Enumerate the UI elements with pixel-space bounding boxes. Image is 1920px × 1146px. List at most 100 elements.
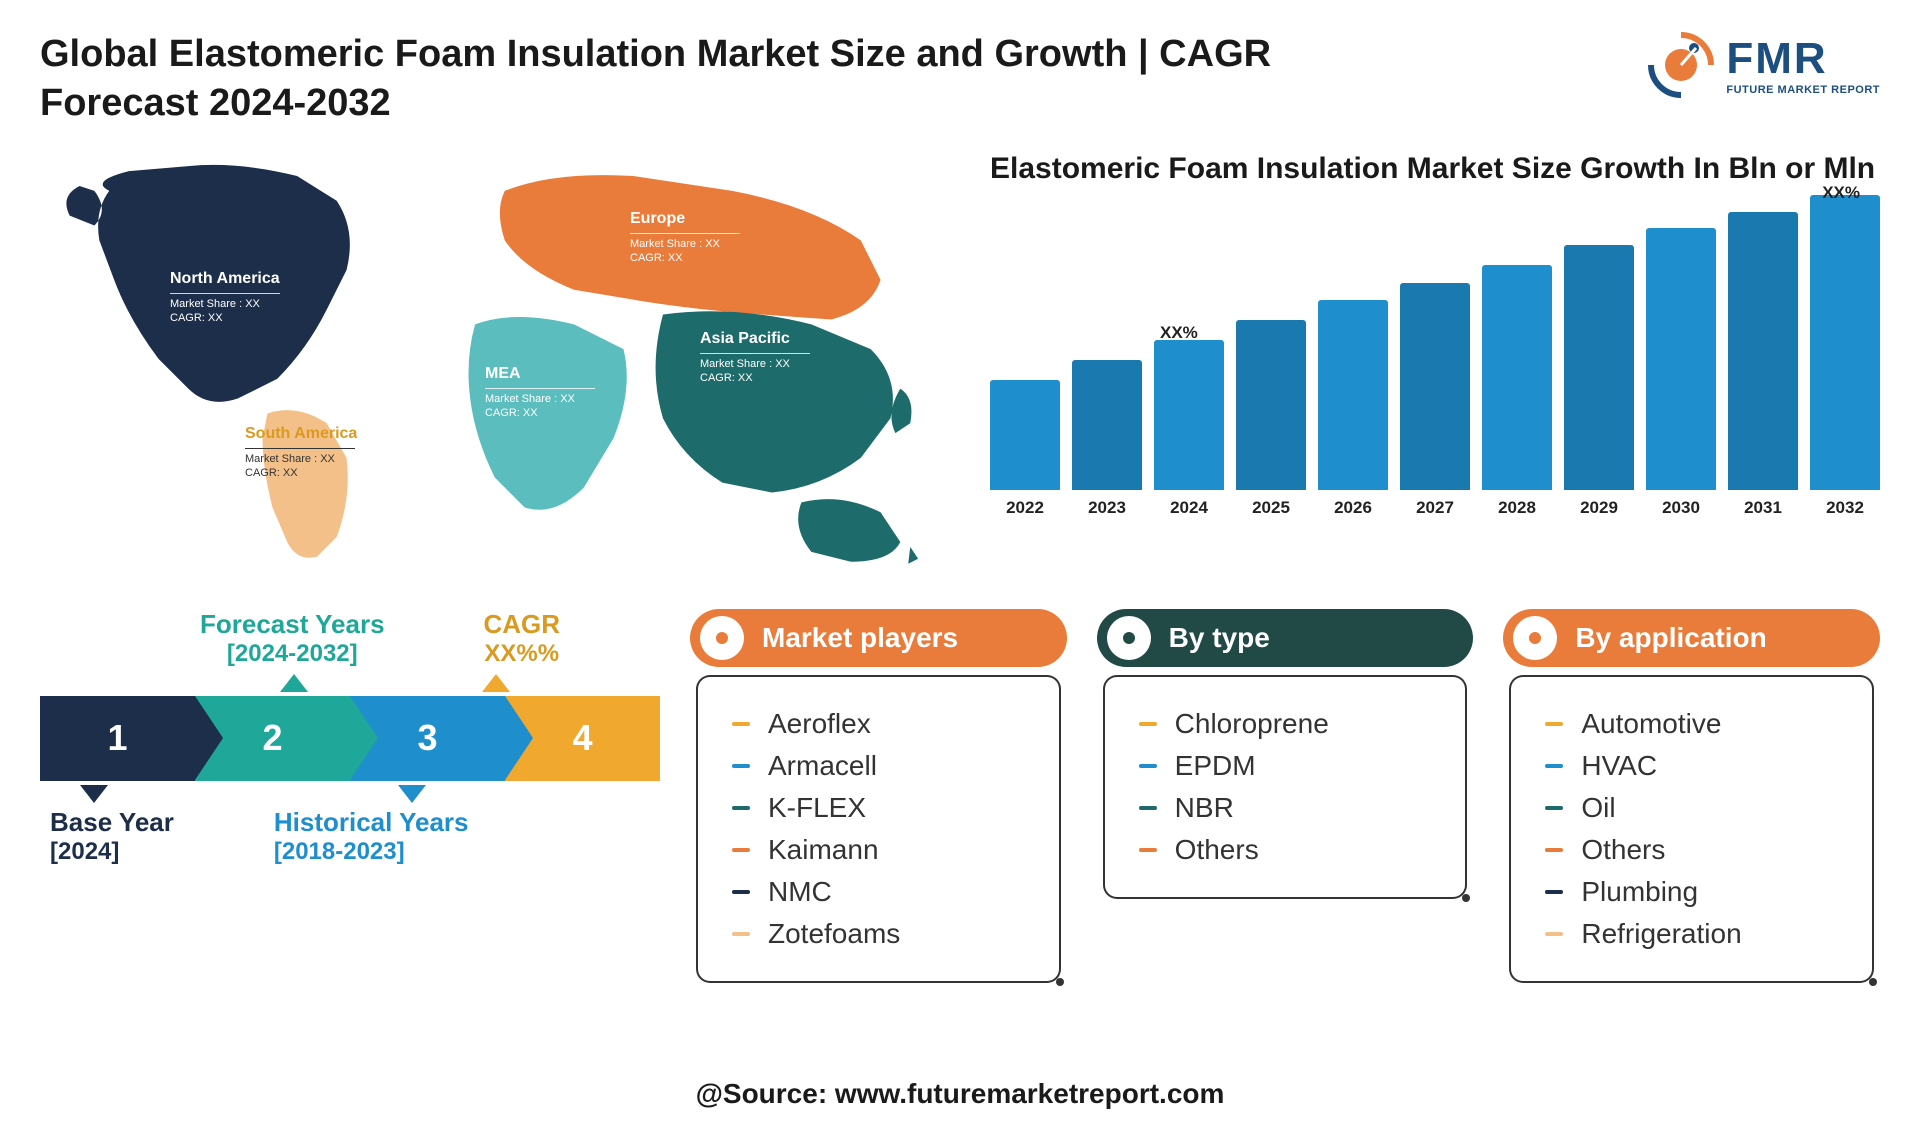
- cat-tick-icon: [1545, 806, 1563, 810]
- cat-tick-icon: [732, 848, 750, 852]
- cat-title-3: By application: [1575, 622, 1766, 654]
- bar: [1810, 195, 1880, 490]
- cat-item-label: Automotive: [1581, 708, 1721, 740]
- bar: [1072, 360, 1142, 490]
- forecast-label: Forecast Years: [200, 609, 385, 640]
- logo-icon: [1646, 30, 1716, 100]
- bar-col: 2030: [1646, 228, 1716, 518]
- bar: [1400, 283, 1470, 490]
- cat-item: Zotefoams: [732, 913, 1039, 955]
- category-market-players: Market players AeroflexArmacellK-FLEXKai…: [690, 609, 1067, 983]
- cat-item: K-FLEX: [732, 787, 1039, 829]
- logo-fmr-text: FMR: [1726, 34, 1880, 84]
- bar-col: 2025: [1236, 320, 1306, 518]
- base-years: [2024]: [50, 838, 174, 866]
- cat-tick-icon: [732, 722, 750, 726]
- hist-label: Historical Years: [274, 807, 469, 838]
- bar: [990, 380, 1060, 490]
- cat-tick-icon: [1139, 722, 1157, 726]
- category-by-type: By type Chloroprene EPDM NBR Others: [1097, 609, 1474, 983]
- sa-share: Market Share : XX: [245, 452, 357, 466]
- bar-year-label: 2023: [1088, 498, 1126, 518]
- source-text: @Source: www.futuremarketreport.com: [696, 1078, 1225, 1110]
- eu-name: Europe: [630, 209, 740, 230]
- na-cagr: CAGR: XX: [170, 311, 280, 325]
- cat-item: HVAC: [1545, 745, 1852, 787]
- cat-title-2: By type: [1169, 622, 1270, 654]
- timeline-bar: 1 2 3 4: [40, 696, 660, 781]
- arrow-up-cagr: [482, 674, 510, 692]
- bar-col: 2022: [990, 380, 1060, 518]
- fmr-logo: FMR FUTURE MARKET REPORT: [1646, 30, 1880, 100]
- mea-name: MEA: [485, 364, 595, 385]
- header: Global Elastomeric Foam Insulation Marke…: [40, 30, 1880, 129]
- cat-item: Plumbing: [1545, 871, 1852, 913]
- cat-item: Chloroprene: [1139, 703, 1446, 745]
- cat-item-label: Oil: [1581, 792, 1615, 824]
- cat-tick-icon: [1545, 722, 1563, 726]
- cat-item-label: EPDM: [1175, 750, 1256, 782]
- cat-tick-icon: [1545, 764, 1563, 768]
- logo-sub-text: FUTURE MARKET REPORT: [1726, 84, 1880, 96]
- bar-year-label: 2025: [1252, 498, 1290, 518]
- cat-item: Aeroflex: [732, 703, 1039, 745]
- cat-item: EPDM: [1139, 745, 1446, 787]
- base-label: Base Year: [50, 807, 174, 838]
- cat-tick-icon: [732, 764, 750, 768]
- bar: [1564, 245, 1634, 490]
- hist-years: [2018-2023]: [274, 838, 469, 866]
- arrow-up-forecast: [280, 674, 308, 692]
- cat-item-label: Plumbing: [1581, 876, 1698, 908]
- bar: [1318, 300, 1388, 490]
- cat-tick-icon: [1139, 848, 1157, 852]
- cat-item-label: Zotefoams: [768, 918, 900, 950]
- bar-year-label: 2022: [1006, 498, 1044, 518]
- bar-year-label: 2024: [1170, 498, 1208, 518]
- cat-tick-icon: [1139, 806, 1157, 810]
- cat-item: Refrigeration: [1545, 913, 1852, 955]
- tl-seg-1: 1: [40, 696, 195, 781]
- cat-item-label: K-FLEX: [768, 792, 866, 824]
- category-by-application: By application Automotive HVAC Oil Others Pl…: [1503, 609, 1880, 983]
- bar: [1482, 265, 1552, 490]
- chart-title: Elastomeric Foam Insulation Market Size …: [990, 149, 1880, 188]
- chart-anno-2024: XX%: [1160, 323, 1198, 343]
- cat-tick-icon: [732, 806, 750, 810]
- cagr-value: XX%%: [483, 640, 560, 668]
- bar-year-label: 2032: [1826, 498, 1864, 518]
- cat-tick-icon: [1545, 890, 1563, 894]
- cat-tick-icon: [732, 932, 750, 936]
- bar: [1154, 340, 1224, 490]
- page-title: Global Elastomeric Foam Insulation Marke…: [40, 30, 1340, 129]
- forecast-years: [2024-2032]: [200, 640, 385, 668]
- cat-item-label: Refrigeration: [1581, 918, 1741, 950]
- eu-cagr: CAGR: XX: [630, 251, 740, 265]
- cat-item-label: Kaimann: [768, 834, 879, 866]
- cat-item: Automotive: [1545, 703, 1852, 745]
- cat-item-label: Others: [1581, 834, 1665, 866]
- eu-share: Market Share : XX: [630, 237, 740, 251]
- cat-item-label: Chloroprene: [1175, 708, 1329, 740]
- bar-col: 2024: [1154, 340, 1224, 518]
- cat-list-2: Chloroprene EPDM NBR Others: [1103, 693, 1468, 881]
- na-name: North America: [170, 269, 280, 290]
- apac-share: Market Share : XX: [700, 357, 810, 371]
- bar-year-label: 2030: [1662, 498, 1700, 518]
- timeline: Forecast Years [2024-2032] CAGR XX%% 1 2…: [40, 609, 660, 983]
- cat-item-label: NBR: [1175, 792, 1234, 824]
- bar-col: 2026: [1318, 300, 1388, 518]
- bar-col: 2029: [1564, 245, 1634, 518]
- bar-year-label: 2028: [1498, 498, 1536, 518]
- sa-cagr: CAGR: XX: [245, 466, 357, 480]
- cat-tick-icon: [732, 890, 750, 894]
- cagr-label: CAGR: [483, 609, 560, 640]
- cat-item-label: Others: [1175, 834, 1259, 866]
- region-nz: [908, 547, 918, 564]
- chart-anno-2032: XX%: [1822, 183, 1860, 203]
- bar-chart: Elastomeric Foam Insulation Market Size …: [970, 149, 1880, 569]
- bar-col: 2032: [1810, 195, 1880, 518]
- bar: [1236, 320, 1306, 490]
- bar: [1646, 228, 1716, 490]
- cat-item-label: HVAC: [1581, 750, 1657, 782]
- cat-item: Oil: [1545, 787, 1852, 829]
